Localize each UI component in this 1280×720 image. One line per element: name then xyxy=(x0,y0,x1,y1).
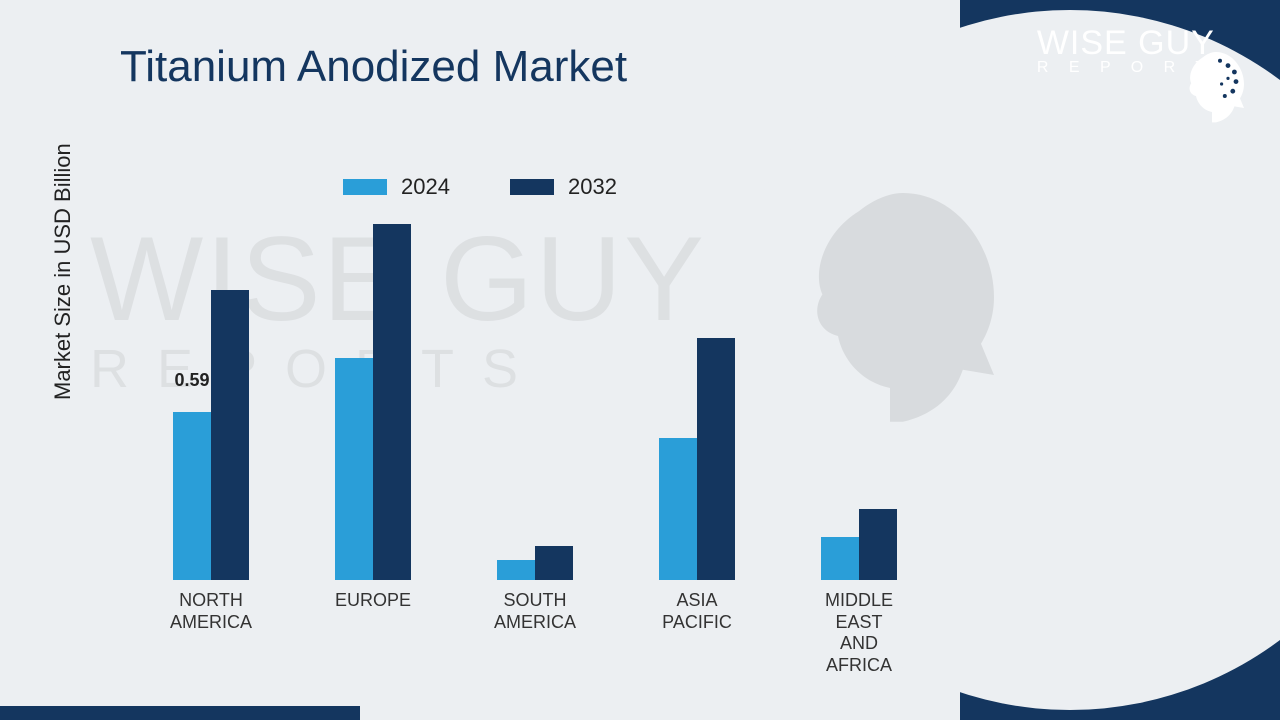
bar xyxy=(173,412,211,580)
bar xyxy=(373,224,411,580)
legend-item: 2032 xyxy=(510,174,617,200)
legend-swatch xyxy=(510,179,554,195)
category-label: ASIAPACIFIC xyxy=(637,590,757,633)
category-label: SOUTHAMERICA xyxy=(475,590,595,633)
bar xyxy=(535,546,573,580)
legend-item: 2024 xyxy=(343,174,450,200)
bar xyxy=(697,338,735,580)
bar-pair: 0.59 xyxy=(173,210,249,580)
category-label: NORTHAMERICA xyxy=(151,590,271,633)
category-label: EUROPE xyxy=(313,590,433,612)
brand-logo: WISE GUY R E P O R T S xyxy=(1037,28,1244,75)
bar-group: ASIAPACIFIC xyxy=(617,210,777,676)
legend-swatch xyxy=(343,179,387,195)
chart-title: Titanium Anodized Market xyxy=(120,42,627,92)
chart-area: Market Size in USD Billion 0.59NORTHAMER… xyxy=(100,200,960,680)
legend-label: 2032 xyxy=(568,174,617,200)
bar-group: MIDDLEEASTANDAFRICA xyxy=(779,210,939,676)
bar xyxy=(859,509,897,580)
bar-value-label: 0.59 xyxy=(174,370,209,391)
bar-pair xyxy=(335,210,411,580)
legend: 2024 2032 xyxy=(0,174,960,200)
bottom-bar xyxy=(0,706,360,720)
bar xyxy=(335,358,373,580)
bar-group: 0.59 NORTHAMERICA xyxy=(131,210,291,676)
bar xyxy=(211,290,249,580)
plot-area: 0.59 NORTHAMERICA EUROPE SOUTHAMERICA ASIAPA… xyxy=(130,210,940,676)
bar-group: SOUTHAMERICA xyxy=(455,210,615,676)
y-axis-label: Market Size in USD Billion xyxy=(50,143,76,400)
page-root: WISE GUY R E P O R T S WISE GUY REPORTS … xyxy=(0,0,1280,720)
bar xyxy=(659,438,697,580)
bar-pair xyxy=(659,210,735,580)
bar-pair xyxy=(821,210,897,580)
category-label: MIDDLEEASTANDAFRICA xyxy=(799,590,919,676)
bar-pair xyxy=(497,210,573,580)
bar xyxy=(821,537,859,580)
brand-head-icon xyxy=(1172,48,1252,128)
legend-label: 2024 xyxy=(401,174,450,200)
bar xyxy=(497,560,535,580)
bar-group: EUROPE xyxy=(293,210,453,676)
